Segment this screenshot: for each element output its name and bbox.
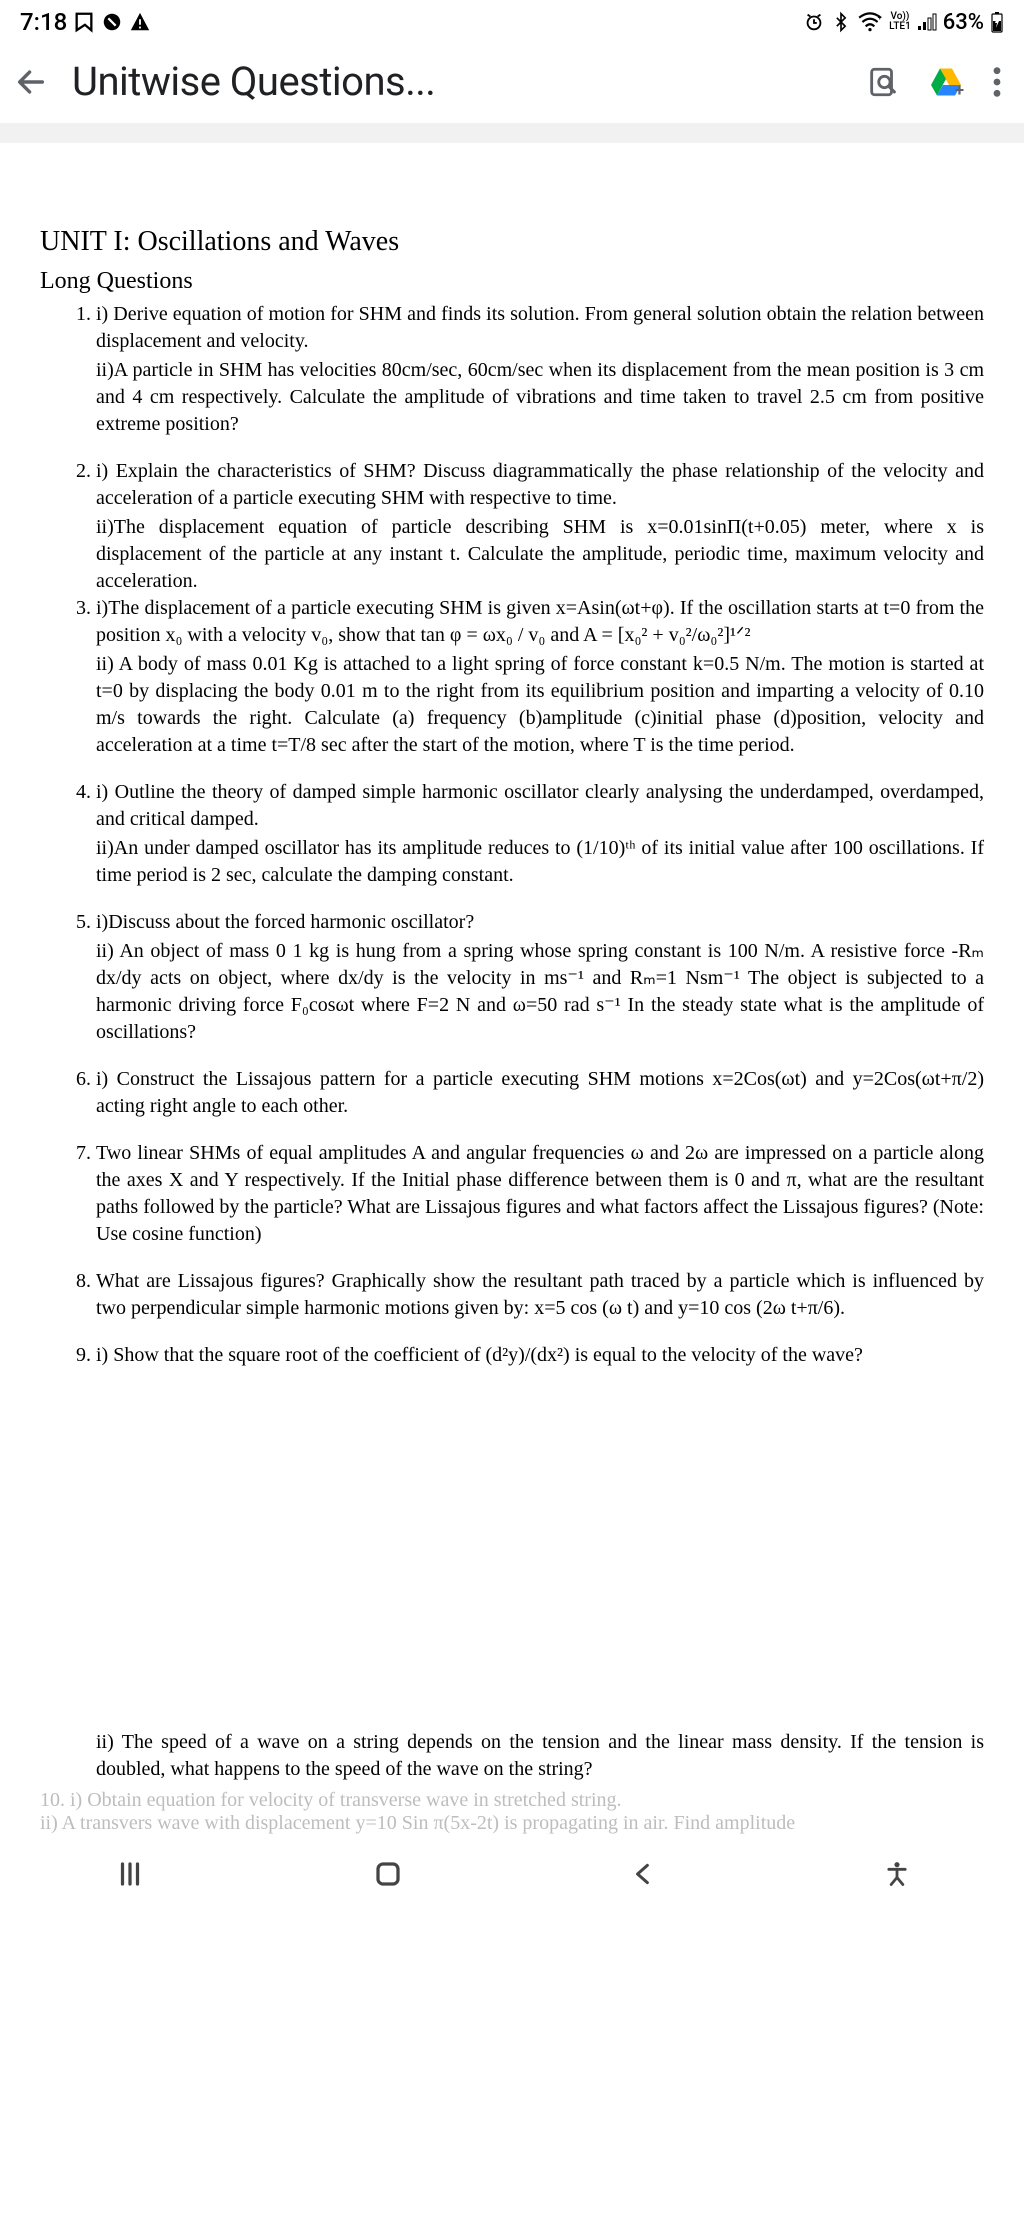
q2-ii: ii)The displacement equation of particle… [96,514,984,595]
q5-i: i)Discuss about the forced harmonic osci… [96,909,984,936]
bluetooth-icon [831,11,851,33]
q1: i) Derive equation of motion for SHM and… [96,301,984,438]
status-right: + Vo))LTE1 63% [803,10,1004,35]
home-icon[interactable] [373,1859,403,1889]
section-title: Long Questions [40,265,984,297]
q9-ii: ii) The speed of a wave on a string depe… [40,1729,984,1783]
page-gap [0,1409,1024,1729]
unit-title: UNIT I: Oscillations and Waves [40,223,984,261]
q1-i: i) Derive equation of motion for SHM and… [96,301,984,355]
q5: i)Discuss about the forced harmonic osci… [96,909,984,1046]
q6-t: i) Construct the Lissajous pattern for a… [96,1066,984,1120]
q10-i: 10. i) Obtain equation for velocity of t… [40,1789,984,1812]
svg-text:+: + [955,81,964,99]
q8-t: What are Lissajous figures? Graphically … [96,1268,984,1322]
nav-bar [0,1845,1024,1907]
questions-list: i) Derive equation of motion for SHM and… [40,301,984,1369]
accessibility-icon[interactable] [883,1859,911,1889]
more-icon[interactable] [992,65,1002,99]
battery-icon [990,11,1004,33]
signal-icon [917,13,937,31]
battery-text: 63% [943,10,984,35]
q3: i)The displacement of a particle executi… [96,595,984,759]
notif-icon-2 [101,11,123,33]
status-left: 7:18 [20,8,151,36]
find-icon[interactable] [866,65,900,99]
q7: Two linear SHMs of equal amplitudes A an… [96,1140,984,1248]
warning-icon [129,11,151,33]
q10-ii: ii) A transvers wave with displacement y… [40,1812,984,1835]
status-time: 7:18 [20,8,67,36]
q8: What are Lissajous figures? Graphically … [96,1268,984,1322]
q5-ii: ii) An object of mass 0 1 kg is hung fro… [96,938,984,1046]
notif-icon-1 [73,11,95,33]
drive-icon[interactable]: + [928,65,964,99]
faded-text: 10. i) Obtain equation for velocity of t… [0,1789,1024,1845]
q2-i: i) Explain the characteristics of SHM? D… [96,458,984,512]
page-title: Unitwise Questions... [72,58,842,105]
q4: i) Outline the theory of damped simple h… [96,779,984,889]
q6: i) Construct the Lissajous pattern for a… [96,1066,984,1120]
q3-ii: ii) A body of mass 0.01 Kg is attached t… [96,651,984,759]
q9: i) Show that the square root of the coef… [96,1342,984,1369]
document-page-2: ii) The speed of a wave on a string depe… [0,1729,1024,1789]
q7-t: Two linear SHMs of equal amplitudes A an… [96,1140,984,1248]
wifi-icon: + [857,11,883,33]
divider [0,123,1024,143]
document-page: UNIT I: Oscillations and Waves Long Ques… [0,143,1024,1409]
q2: i) Explain the characteristics of SHM? D… [96,458,984,595]
q1-ii: ii)A particle in SHM has velocities 80cm… [96,357,984,438]
q9-i: i) Show that the square root of the coef… [96,1342,984,1369]
status-bar: 7:18 + Vo))LTE1 63% [0,0,1024,40]
q4-i: i) Outline the theory of damped simple h… [96,779,984,833]
app-bar: Unitwise Questions... + [0,40,1024,123]
q3-i: i)The displacement of a particle executi… [96,595,984,649]
svg-text:+: + [878,13,882,22]
lte-icon: Vo))LTE1 [889,12,911,32]
back-nav-icon[interactable] [630,1859,656,1889]
q4-ii: ii)An under damped oscillator has its am… [96,835,984,889]
recent-apps-icon[interactable] [114,1859,146,1889]
back-icon[interactable] [14,65,48,99]
alarm-icon [803,11,825,33]
